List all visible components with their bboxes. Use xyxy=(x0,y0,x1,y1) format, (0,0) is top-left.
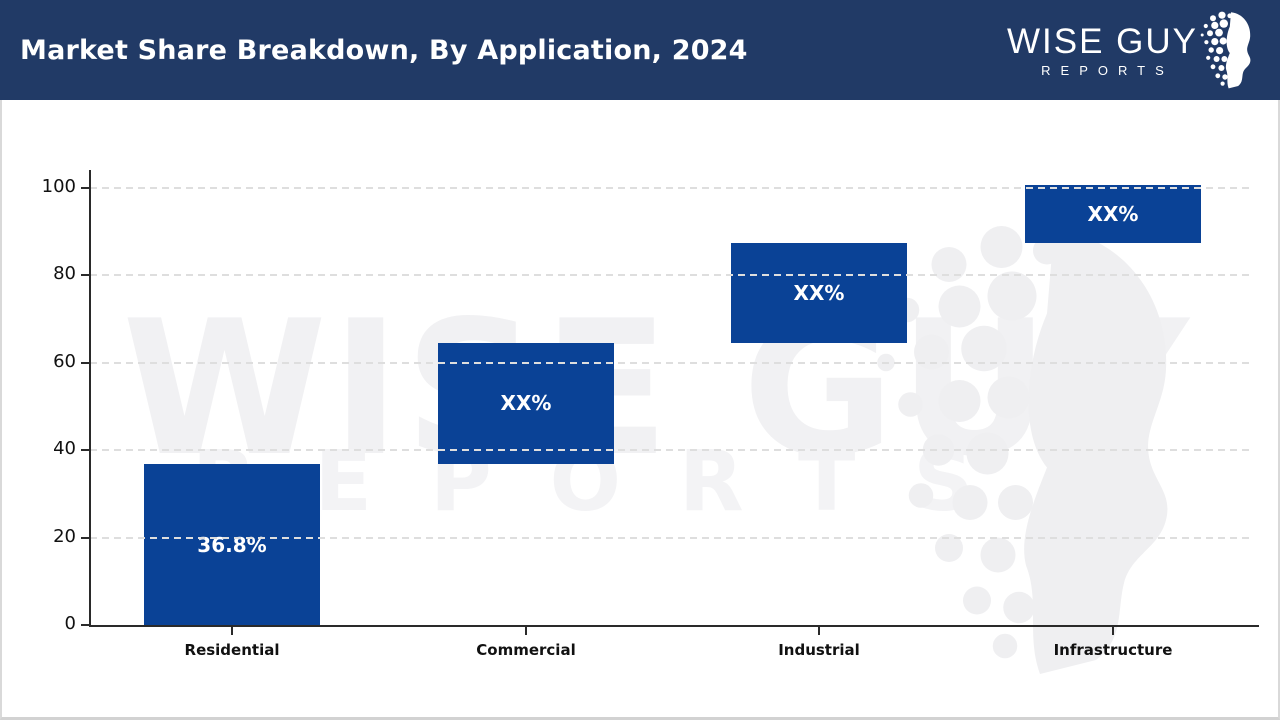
watermark-head-icon xyxy=(877,226,1168,674)
y-tick-label: 80 xyxy=(53,263,76,284)
x-axis xyxy=(89,625,1259,627)
chart-area: WISE GUY REPORTS 0 20 40 60 80 100 36.8% Reside… xyxy=(2,100,1278,717)
bar-industrial: XX% xyxy=(731,242,907,344)
y-gridline xyxy=(90,361,1252,364)
x-category-label: Infrastructure xyxy=(1053,641,1173,659)
x-category-label: Residential xyxy=(184,641,280,659)
y-gridline xyxy=(90,186,1252,189)
y-tick-label: 100 xyxy=(41,175,76,197)
y-tick-mark xyxy=(81,536,90,539)
logo-text: WISE GUY REPORTS xyxy=(1007,24,1198,77)
y-gridline xyxy=(90,274,1252,276)
x-category-label: Commercial xyxy=(476,641,576,659)
bar-value-label: XX% xyxy=(1087,201,1139,226)
y-tick-mark xyxy=(81,361,90,364)
x-tick-mark xyxy=(818,627,820,635)
x-tick-mark xyxy=(231,627,233,635)
logo-subtitle: REPORTS xyxy=(1041,62,1174,78)
bar-value-label: XX% xyxy=(500,391,552,416)
logo-wordmark: WISE GUY xyxy=(1006,21,1198,61)
y-gridline xyxy=(90,449,1252,451)
x-tick-mark xyxy=(1112,627,1114,635)
bar-value-label: XX% xyxy=(793,280,845,305)
y-tick-label: 40 xyxy=(53,438,76,459)
y-tick-label: 60 xyxy=(53,350,76,372)
y-gridline xyxy=(90,536,1252,539)
bar-residential: 36.8% xyxy=(144,464,320,625)
y-axis xyxy=(89,170,91,627)
y-tick-mark xyxy=(81,186,90,189)
header: Market Share Breakdown, By Application, … xyxy=(0,0,1280,100)
y-tick-mark xyxy=(81,274,90,276)
y-tick-mark xyxy=(81,449,90,451)
page-title: Market Share Breakdown, By Application, … xyxy=(20,34,748,66)
bar-infrastructure: XX% xyxy=(1025,185,1201,243)
y-tick-label: 0 xyxy=(64,613,76,634)
x-tick-mark xyxy=(525,627,527,635)
wise-guy-logo: WISE GUY REPORTS xyxy=(1007,11,1256,89)
logo-head-icon xyxy=(1200,11,1251,89)
y-tick-label: 20 xyxy=(53,525,76,547)
y-tick-mark xyxy=(81,624,90,626)
x-category-label: Industrial xyxy=(778,641,860,659)
